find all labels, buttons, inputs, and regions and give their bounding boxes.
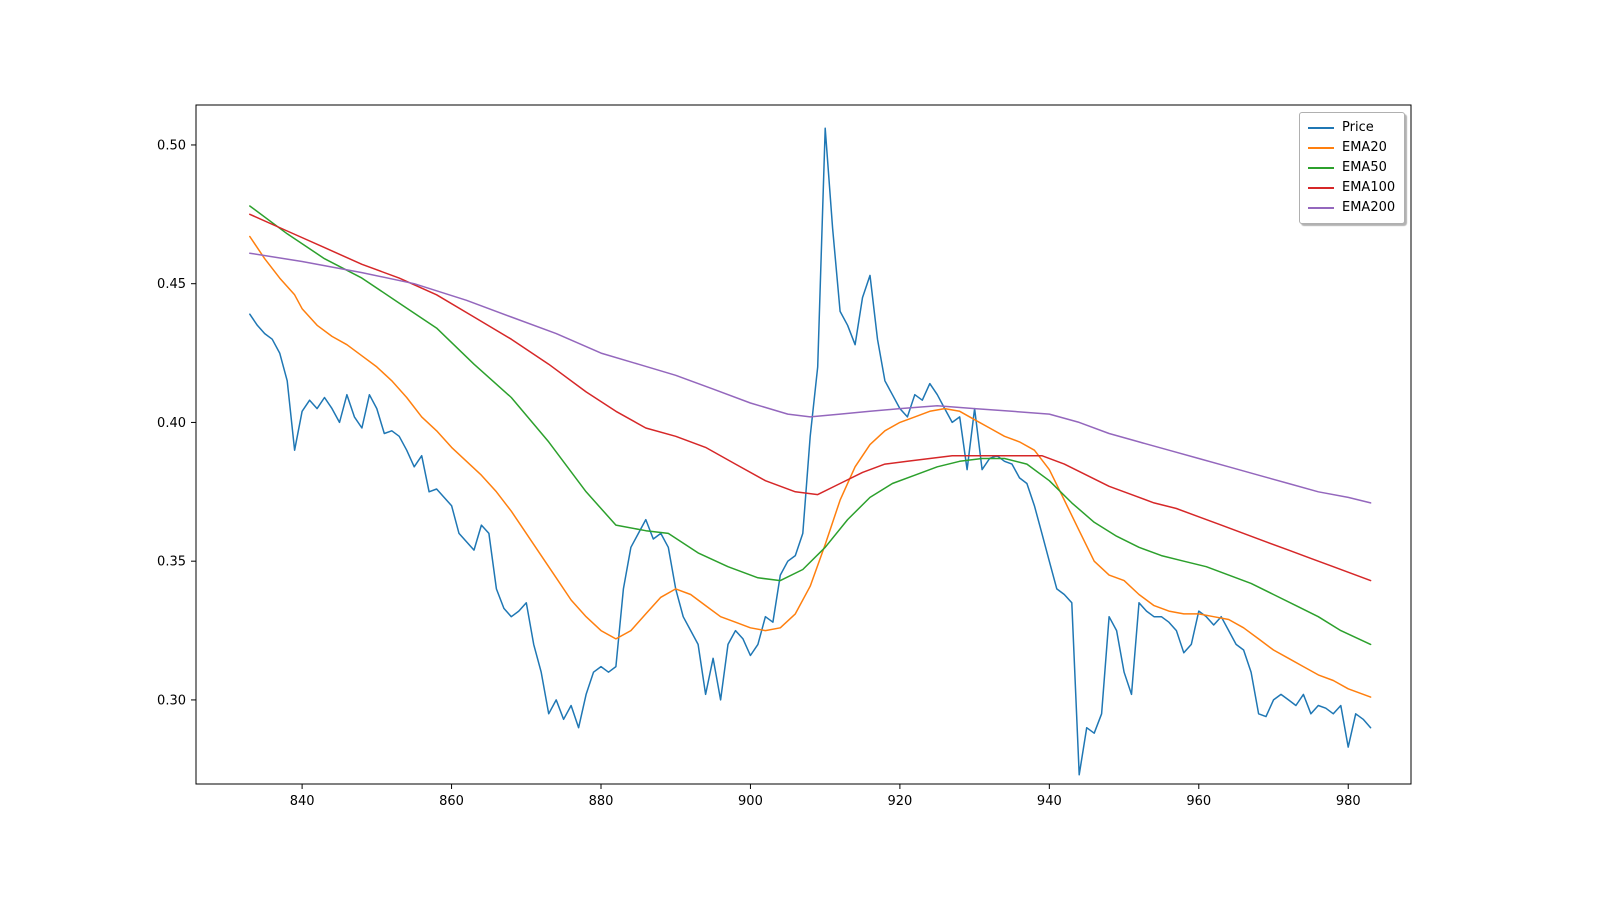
axes-box — [195, 104, 1412, 785]
legend-item-price: Price — [1308, 118, 1395, 138]
y-tick-label: 0.30 — [157, 693, 186, 708]
legend-label-ema200: EMA200 — [1342, 200, 1396, 215]
legend-line-swatch-ema50 — [1308, 167, 1334, 169]
legend-label-ema20: EMA20 — [1342, 140, 1387, 155]
y-tick-label: 0.50 — [157, 138, 186, 153]
legend-line-swatch-price — [1308, 127, 1334, 129]
series-line-ema50 — [249, 205, 1372, 646]
x-tick-label: 980 — [1336, 794, 1361, 809]
legend-line-swatch-ema20 — [1308, 147, 1334, 149]
x-tick-label: 880 — [589, 794, 614, 809]
y-tick-label: 0.45 — [157, 277, 186, 292]
series-line-ema200 — [249, 252, 1372, 504]
legend-item-ema100: EMA100 — [1308, 178, 1395, 198]
series-line-ema20 — [249, 235, 1372, 698]
y-tick-label: 0.40 — [157, 416, 186, 431]
legend-item-ema200: EMA200 — [1308, 198, 1395, 218]
x-tick-label: 860 — [439, 794, 464, 809]
x-tick-label: 840 — [290, 794, 315, 809]
legend-label-ema50: EMA50 — [1342, 160, 1387, 175]
x-tick-label: 900 — [738, 794, 763, 809]
x-tick-label: 920 — [887, 794, 912, 809]
y-tick-label: 0.35 — [157, 555, 186, 570]
legend-line-swatch-ema100 — [1308, 187, 1334, 189]
legend-item-ema20: EMA20 — [1308, 138, 1395, 158]
x-tick-label: 940 — [1037, 794, 1062, 809]
series-line-ema100 — [249, 213, 1372, 582]
legend-item-ema50: EMA50 — [1308, 158, 1395, 178]
x-tick-label: 960 — [1186, 794, 1211, 809]
legend-label-ema100: EMA100 — [1342, 180, 1396, 195]
series-line-price — [249, 127, 1372, 776]
legend-line-swatch-ema200 — [1308, 207, 1334, 209]
legend-label-price: Price — [1342, 120, 1374, 135]
legend: Price EMA20 EMA50 EMA100 EMA200 — [1299, 112, 1406, 224]
